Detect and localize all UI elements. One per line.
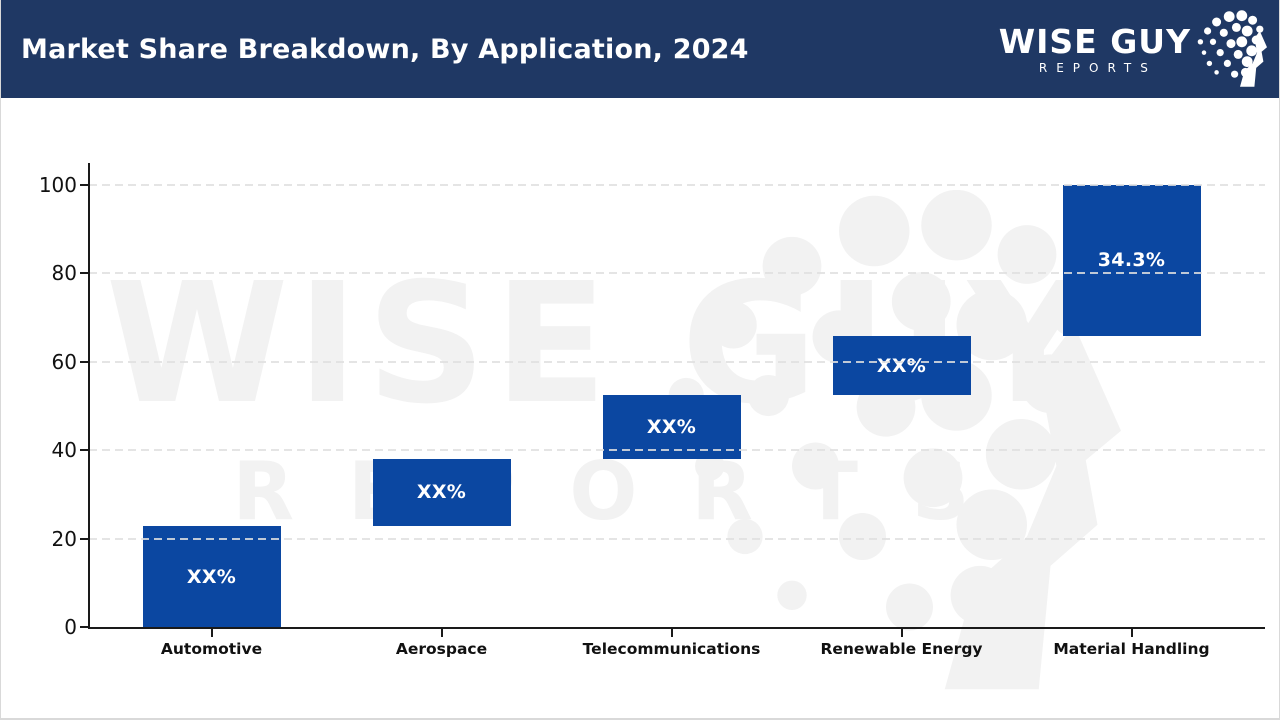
bar-value-label: XX% bbox=[416, 481, 467, 504]
x-tick-label-0: Automotive bbox=[160, 640, 263, 658]
y-tick-20 bbox=[80, 537, 88, 540]
x-axis bbox=[88, 627, 1265, 629]
brand-subtitle: REPORTS bbox=[1038, 60, 1157, 75]
y-tick-40 bbox=[80, 449, 88, 452]
bar-aerospace: XX% bbox=[372, 458, 511, 527]
bar-value-label: XX% bbox=[646, 416, 697, 439]
gridline-40 bbox=[89, 449, 1265, 452]
watermark-subtitle: REPORTS bbox=[232, 445, 1024, 538]
bar-value-label: 34.3% bbox=[1097, 249, 1166, 272]
gridline-60 bbox=[89, 360, 1265, 363]
header: Market Share Breakdown, By Application, … bbox=[1, 0, 1279, 98]
gridline-20 bbox=[89, 537, 1265, 540]
x-tick-1 bbox=[440, 629, 443, 637]
bar-renewable-energy: XX% bbox=[832, 336, 971, 396]
y-tick-0 bbox=[80, 626, 88, 628]
x-tick-2 bbox=[670, 629, 673, 637]
y-tick-label-40: 40 bbox=[51, 438, 77, 463]
y-tick-100 bbox=[80, 183, 88, 186]
bar-automotive: XX% bbox=[142, 526, 281, 627]
bar-value-label: XX% bbox=[876, 354, 927, 377]
x-tick-label-4: Material Handling bbox=[1053, 640, 1210, 658]
y-axis bbox=[88, 163, 90, 629]
y-tick-label-100: 100 bbox=[38, 172, 77, 197]
x-tick-label-3: Renewable Energy bbox=[820, 640, 983, 658]
y-tick-label-20: 20 bbox=[51, 526, 77, 551]
y-tick-label-0: 0 bbox=[64, 615, 77, 639]
gridline-80 bbox=[89, 272, 1265, 275]
brand-name: WISE GUY bbox=[998, 21, 1191, 61]
bar-value-label: XX% bbox=[186, 565, 237, 588]
x-tick-0 bbox=[210, 629, 213, 637]
bar-material-handling: 34.3% bbox=[1062, 184, 1201, 337]
brand-wordmark: WISE GUY REPORTS bbox=[999, 25, 1191, 74]
y-tick-60 bbox=[80, 360, 88, 363]
bar-telecommunications: XX% bbox=[602, 395, 741, 459]
page-title: Market Share Breakdown, By Application, … bbox=[21, 33, 749, 65]
y-tick-label-60: 60 bbox=[51, 349, 77, 374]
wise-guy-face-icon bbox=[1197, 10, 1267, 87]
x-tick-3 bbox=[900, 629, 903, 637]
gridline-100 bbox=[89, 183, 1265, 186]
x-tick-label-2: Telecommunications bbox=[582, 640, 761, 658]
y-tick-label-80: 80 bbox=[51, 261, 77, 286]
x-tick-4 bbox=[1130, 629, 1133, 637]
brand-logo: WISE GUY REPORTS bbox=[999, 9, 1267, 89]
x-tick-label-1: Aerospace bbox=[395, 640, 488, 658]
y-tick-80 bbox=[80, 272, 88, 275]
